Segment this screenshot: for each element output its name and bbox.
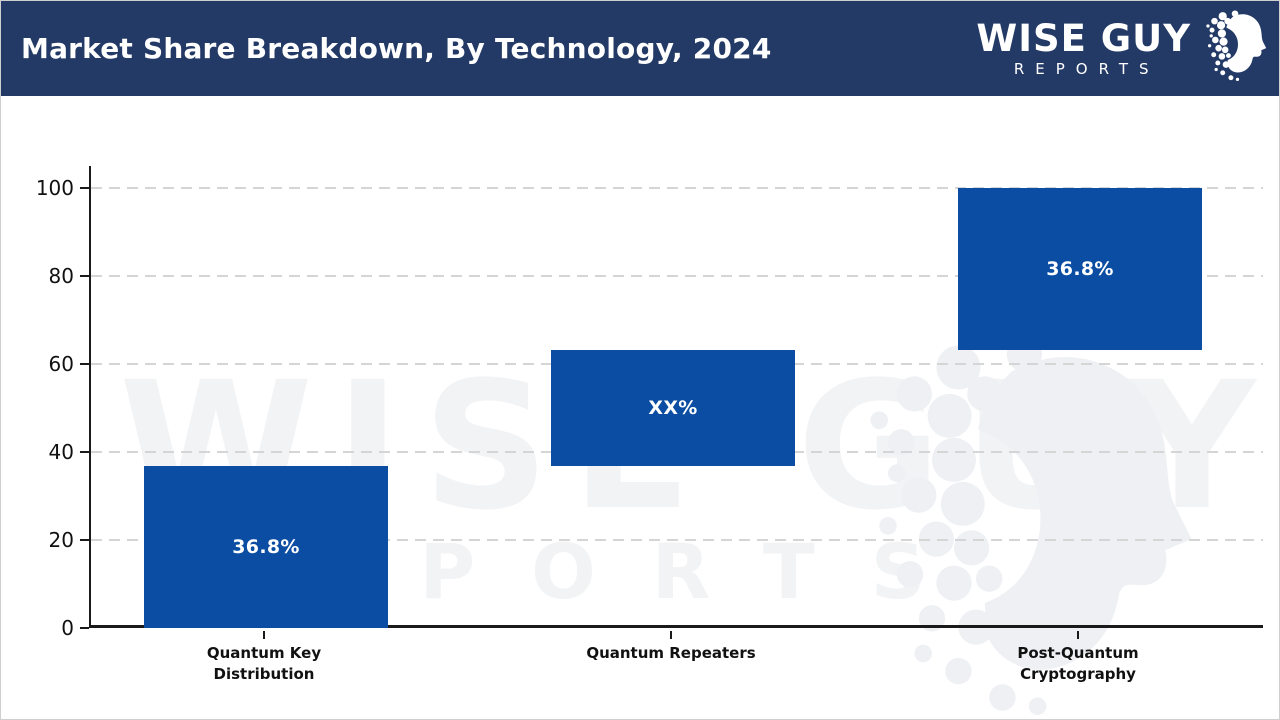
y-axis-tick-label: 20 <box>48 528 74 552</box>
y-axis-tick <box>80 363 89 365</box>
y-axis-tick <box>80 187 89 189</box>
dotted-face-icon <box>1185 8 1267 90</box>
x-axis-category-label: Quantum Key Distribution <box>206 644 322 683</box>
page-title: Market Share Breakdown, By Technology, 2… <box>21 32 772 65</box>
x-axis-tick <box>1077 631 1079 639</box>
y-axis-tick-label: 40 <box>48 440 74 464</box>
logo-subtitle: REPORTS <box>1013 60 1160 78</box>
plot-area: 36.8% XX% 36.8% <box>89 166 1263 628</box>
gridline-y-100 <box>91 187 1263 189</box>
logo-wordmark: WISE GUY <box>976 17 1191 60</box>
bar-value-label: 36.8% <box>1046 257 1114 280</box>
y-axis-tick <box>80 627 89 629</box>
y-axis-tick <box>80 275 89 277</box>
wise-guy-reports-logo: WISE GUY REPORTS <box>976 8 1267 90</box>
bar-segment-1: 36.8% <box>144 466 388 628</box>
bar-value-label: XX% <box>648 396 698 419</box>
gridline-y-20 <box>91 539 1263 541</box>
x-axis-category-label: Post-Quantum Cryptography <box>1017 644 1139 683</box>
x-axis-tick <box>670 631 672 639</box>
y-axis-tick <box>80 451 89 453</box>
gridline-y-80 <box>91 275 1263 277</box>
y-axis-tick-label: 60 <box>48 352 74 376</box>
logo-text: WISE GUY REPORTS <box>976 20 1191 77</box>
bar-segment-3: 36.8% <box>958 188 1202 350</box>
y-axis-tick-label: 100 <box>35 176 74 200</box>
header-bar: Market Share Breakdown, By Technology, 2… <box>1 1 1279 96</box>
y-axis-tick <box>80 539 89 541</box>
bar-value-label: 36.8% <box>232 536 300 559</box>
x-axis-tick <box>263 631 265 639</box>
bar-segment-2: XX% <box>551 349 795 467</box>
y-axis-tick-label: 80 <box>48 264 74 288</box>
y-axis-tick-label: 0 <box>61 616 74 640</box>
x-axis-category-label: Quantum Repeaters <box>586 644 756 662</box>
